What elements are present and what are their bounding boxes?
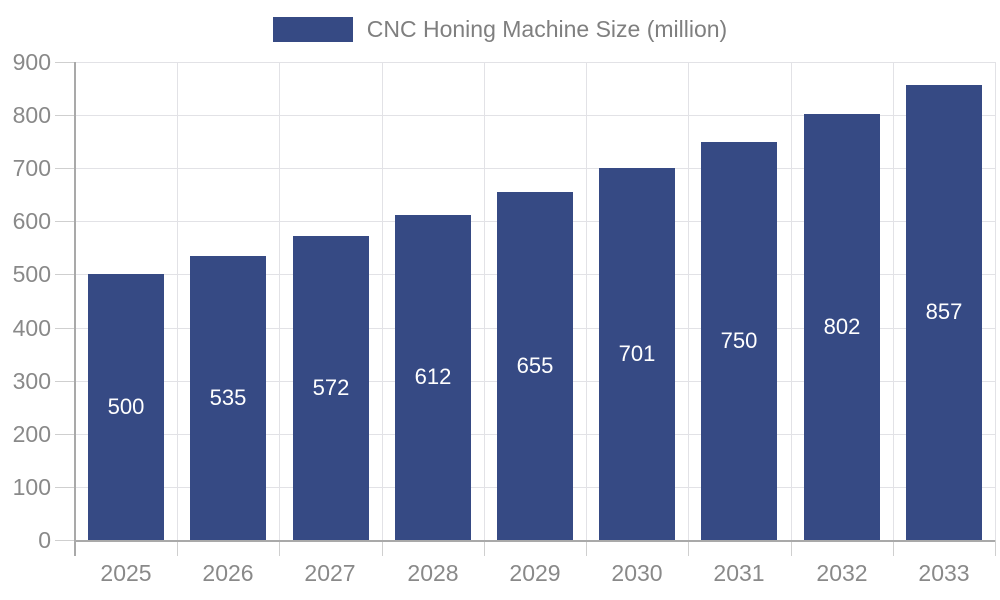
gridline-y-700	[75, 168, 995, 169]
axis-tick-y-900	[55, 62, 75, 63]
axis-tick-y-500	[55, 274, 75, 275]
x-axis-label-2026: 2026	[202, 560, 254, 586]
x-axis-label-2032: 2032	[816, 560, 868, 586]
y-axis-label-400: 400	[12, 315, 51, 341]
x-axis-label-2027: 2027	[304, 560, 356, 586]
axis-tick-y-700	[55, 168, 75, 169]
bar-value-2031: 750	[720, 328, 758, 353]
x-axis-label-2030: 2030	[611, 560, 663, 586]
bar-2033	[906, 85, 982, 540]
axis-tick-x-1	[177, 540, 178, 556]
gridline-y-900	[75, 62, 995, 63]
axis-tick-x-9	[995, 540, 996, 556]
bar-2026	[190, 256, 266, 540]
y-axis-label-800: 800	[12, 102, 51, 128]
bar-value-2029: 655	[516, 353, 554, 378]
y-axis-label-100: 100	[12, 474, 51, 500]
axis-tick-x-7	[791, 540, 792, 556]
y-axis-label-500: 500	[12, 261, 51, 287]
y-axis-label-200: 200	[12, 421, 51, 447]
axis-tick-y-300	[55, 381, 75, 382]
bar-2025	[88, 274, 164, 540]
y-axis-label-0: 0	[38, 527, 51, 553]
gridline-x-1	[177, 62, 178, 540]
x-axis-label-2028: 2028	[407, 560, 459, 586]
x-axis-label-2029: 2029	[509, 560, 561, 586]
bar-value-2027: 572	[312, 375, 350, 400]
legend[interactable]: CNC Honing Machine Size (million)	[0, 16, 1000, 43]
x-axis-label-2033: 2033	[918, 560, 970, 586]
axis-tick-y-0	[55, 540, 75, 541]
axis-tick-x-4	[484, 540, 485, 556]
x-axis-line	[74, 540, 995, 542]
axis-tick-x-8	[893, 540, 894, 556]
bar-value-2032: 802	[823, 314, 861, 339]
bar-value-2026: 535	[209, 385, 247, 410]
gridline-y-800	[75, 115, 995, 116]
gridline-x-3	[382, 62, 383, 540]
gridline-x-9	[995, 62, 996, 540]
bar-2032	[804, 114, 880, 540]
bar-2031	[701, 142, 777, 540]
y-axis-line	[74, 62, 76, 556]
x-axis-label-2025: 2025	[100, 560, 152, 586]
x-axis-label-2031: 2031	[713, 560, 765, 586]
legend-swatch	[272, 17, 353, 42]
bar-2029	[497, 192, 573, 540]
gridline-x-5	[586, 62, 587, 540]
axis-tick-y-400	[55, 328, 75, 329]
axis-tick-y-600	[55, 221, 75, 222]
bar-2027	[293, 236, 369, 540]
y-axis-label-300: 300	[12, 368, 51, 394]
axis-tick-x-2	[279, 540, 280, 556]
bar-value-2025: 500	[107, 394, 145, 419]
bar-value-2033: 857	[925, 299, 963, 324]
bar-2028	[395, 215, 471, 540]
gridline-x-6	[688, 62, 689, 540]
axis-tick-x-3	[382, 540, 383, 556]
axis-tick-x-5	[586, 540, 587, 556]
axis-tick-x-6	[688, 540, 689, 556]
y-axis-label-700: 700	[12, 155, 51, 181]
bar-value-2028: 612	[414, 364, 452, 389]
bar-2030	[599, 168, 675, 540]
gridline-x-4	[484, 62, 485, 540]
axis-tick-y-800	[55, 115, 75, 116]
axis-tick-y-200	[55, 434, 75, 435]
legend-label: CNC Honing Machine Size (million)	[366, 16, 728, 42]
y-axis-label-600: 600	[12, 208, 51, 234]
gridline-x-2	[279, 62, 280, 540]
axis-tick-y-100	[55, 487, 75, 488]
gridline-x-8	[893, 62, 894, 540]
y-axis-label-900: 900	[12, 49, 51, 75]
gridline-x-7	[791, 62, 792, 540]
bar-value-2030: 701	[618, 341, 656, 366]
